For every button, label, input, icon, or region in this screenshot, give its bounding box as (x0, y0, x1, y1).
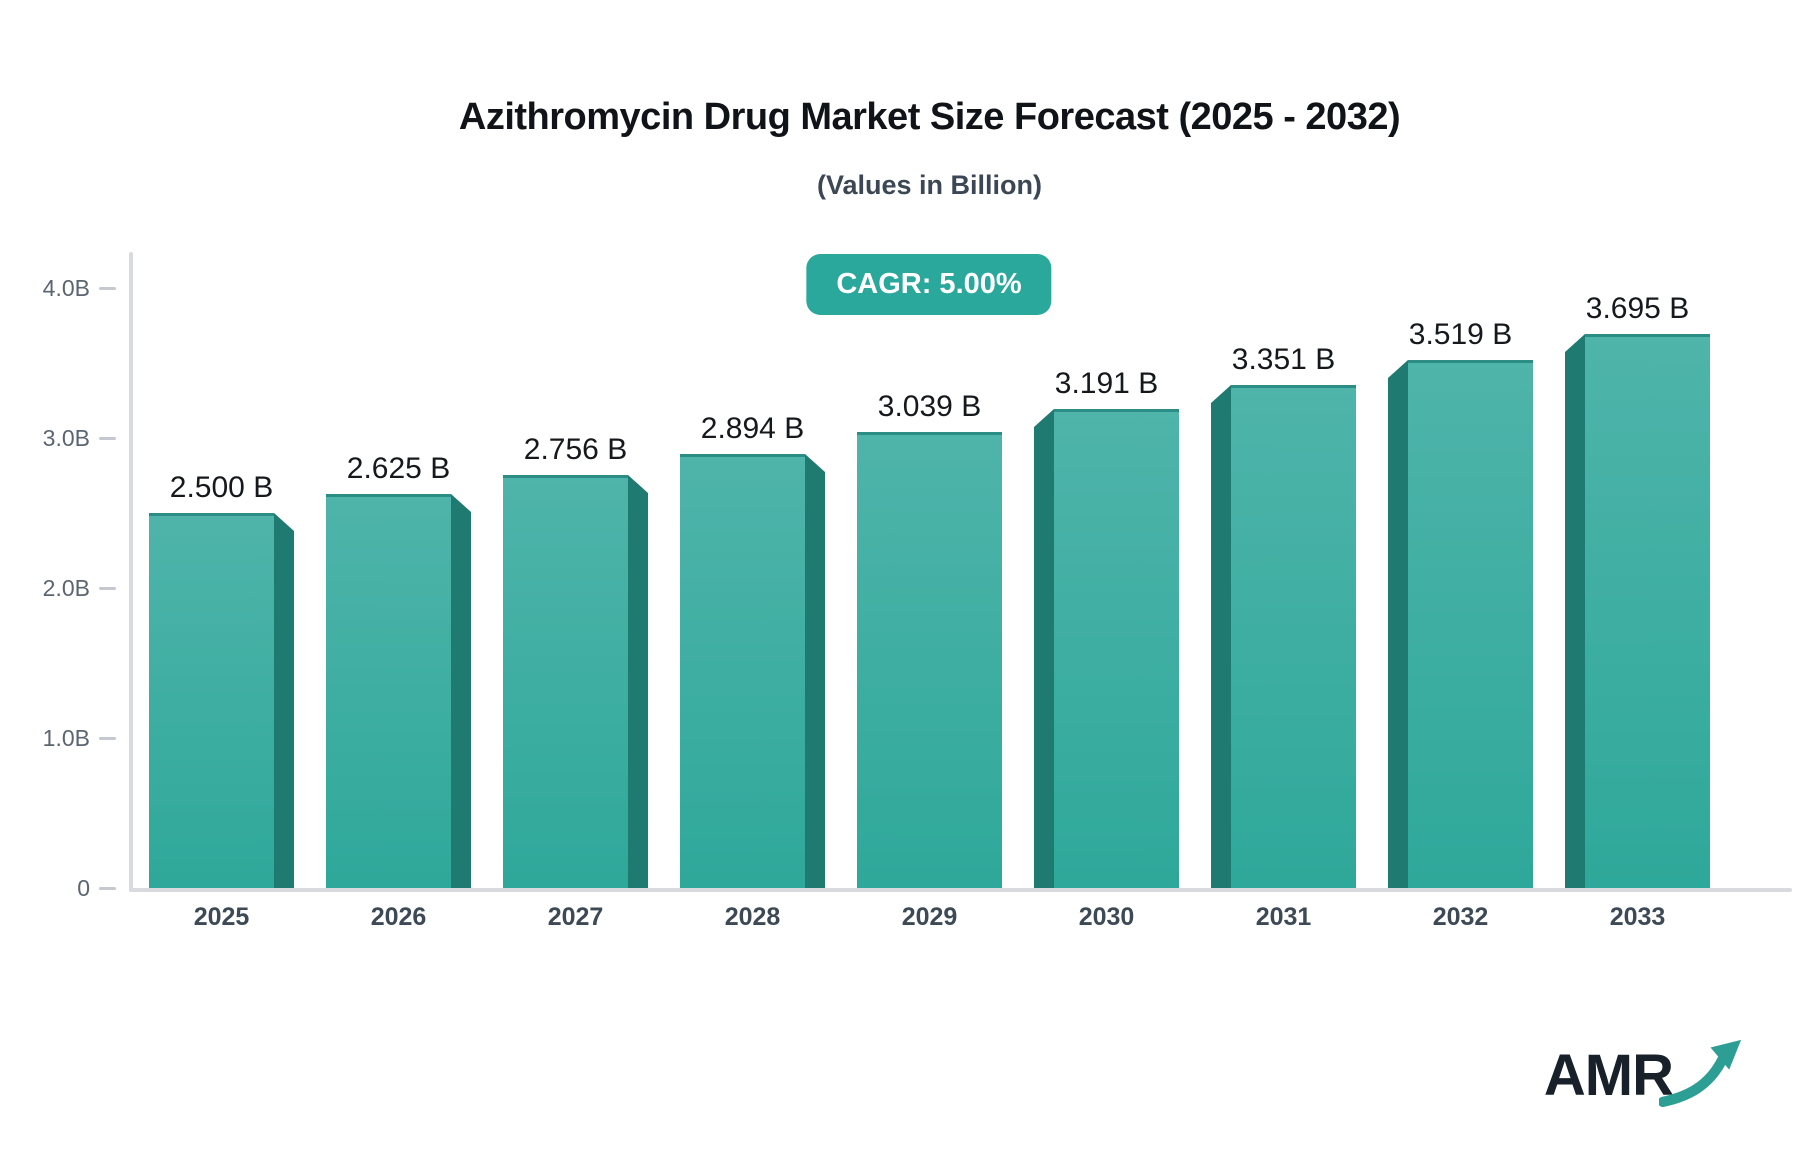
bar-2027: 2.756 B (503, 433, 648, 888)
bar-face (680, 454, 805, 888)
x-tick-label: 2032 (1432, 903, 1489, 931)
y-tick-mark (99, 887, 116, 890)
bar-2025: 2.500 B (149, 471, 294, 888)
y-tick-mark (99, 587, 116, 590)
bar-face (857, 432, 1002, 888)
x-tick-label: 2026 (370, 903, 427, 931)
bar-value-label: 3.191 B (1054, 367, 1159, 400)
bar-side (274, 513, 294, 888)
bar-face (1585, 334, 1710, 888)
bar-side (1565, 334, 1585, 888)
bar-side (628, 475, 648, 888)
x-tick-label: 2029 (901, 903, 958, 931)
x-tick-label: 2030 (1078, 903, 1135, 931)
y-tick-mark (99, 287, 116, 290)
y-axis-line (129, 252, 133, 892)
x-tick-label: 2031 (1255, 903, 1312, 931)
bar-2029: 3.039 B (857, 390, 1002, 888)
bar-face (326, 494, 451, 888)
bar-2028: 2.894 B (680, 412, 825, 888)
bar-value-label: 3.519 B (1408, 318, 1513, 351)
x-tick-label: 2033 (1609, 903, 1666, 931)
amr-logo: AMR (1544, 1039, 1745, 1111)
x-axis-line (129, 888, 1792, 892)
y-tick-mark (99, 437, 116, 440)
y-tick-label: 4.0B (42, 275, 90, 301)
amr-logo-text: AMR (1543, 1042, 1674, 1108)
bar-side (1388, 360, 1408, 888)
cagr-badge: CAGR: 5.00% (806, 254, 1052, 315)
bar-value-label: 2.500 B (169, 471, 274, 504)
bar-side (1211, 385, 1231, 888)
bar-value-label: 2.756 B (523, 433, 628, 466)
x-tick-label: 2027 (547, 903, 604, 931)
bar-face (149, 513, 274, 888)
y-tick-label: 3.0B (42, 425, 90, 451)
bar-side (451, 494, 471, 888)
bar-side (805, 454, 825, 888)
bar-value-label: 3.351 B (1231, 343, 1336, 376)
bar-value-label: 2.894 B (700, 412, 805, 445)
bar-value-label: 3.039 B (877, 390, 982, 423)
bar-value-label: 3.695 B (1585, 292, 1690, 325)
bar-face (1408, 360, 1533, 888)
y-tick-label: 2.0B (42, 575, 90, 601)
bar-value-label: 2.625 B (346, 452, 451, 485)
growth-arrow-icon (1659, 1039, 1742, 1107)
bar-face (503, 475, 628, 888)
page-subtitle: (Values in Billion) (816, 170, 1043, 200)
x-tick-label: 2028 (724, 903, 781, 931)
bar-2026: 2.625 B (326, 452, 471, 888)
bar-2032: 3.519 B (1388, 318, 1533, 888)
bar-side (1034, 409, 1054, 888)
y-tick-label: 0 (77, 875, 90, 901)
page-title: Azithromycin Drug Market Size Forecast (… (458, 96, 1401, 138)
bar-2031: 3.351 B (1211, 343, 1356, 888)
x-tick-label: 2025 (193, 903, 250, 931)
y-tick-label: 1.0B (42, 725, 90, 751)
bar-2033: 3.695 B (1565, 292, 1710, 888)
bar-face (1231, 385, 1356, 888)
y-tick-mark (99, 737, 116, 740)
bar-face (1054, 409, 1179, 888)
bar-2030: 3.191 B (1034, 367, 1179, 888)
